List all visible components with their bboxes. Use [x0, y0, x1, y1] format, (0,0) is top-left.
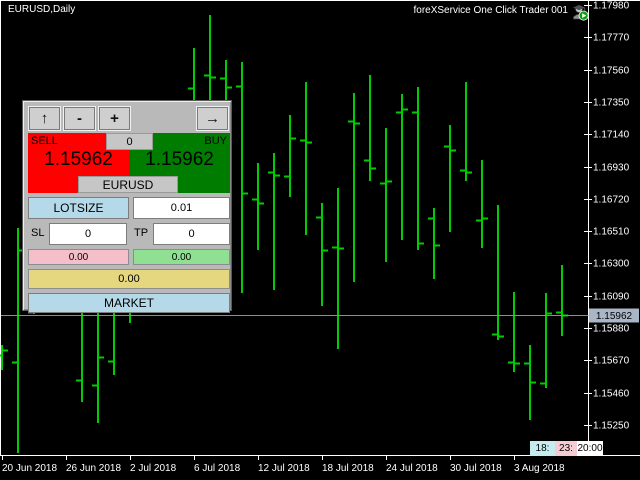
ohlc-bar — [396, 94, 408, 240]
current-price-tag — [589, 308, 639, 323]
panel-next-button[interactable]: → — [197, 107, 228, 130]
ohlc-bar — [428, 208, 440, 279]
one-click-trader-panel: ↑ - + → SELL 1.15962 BUY 1.15962 0 EURUS… — [22, 100, 232, 313]
ohlc-bar — [524, 345, 536, 420]
sell-label: SELL — [31, 135, 58, 147]
x-axis-label: 6 Jul 2018 — [194, 463, 241, 474]
panel-minus-button[interactable]: - — [64, 107, 95, 130]
plus-icon: + — [110, 110, 119, 127]
tp-label: TP — [134, 227, 149, 239]
ohlc-bar — [316, 203, 328, 306]
ohlc-bar — [460, 82, 472, 181]
sl-label: SL — [31, 227, 45, 239]
ohlc-bar — [348, 93, 360, 282]
right-arrow-icon: → — [205, 110, 220, 127]
ohlc-bar — [364, 75, 376, 181]
ohlc-bar — [444, 125, 456, 232]
y-axis-label: 1.15250 — [593, 421, 630, 432]
x-axis-label: 12 Jul 2018 — [258, 463, 310, 474]
panel-plus-button[interactable]: + — [99, 107, 130, 130]
x-axis-label: 26 Jun 2018 — [66, 463, 121, 474]
chart-symbol-period: EURUSD,Daily — [8, 4, 76, 15]
panel-symbol: EURUSD — [78, 176, 178, 193]
up-arrow-icon: ↑ — [40, 110, 49, 127]
ohlc-bar — [492, 205, 504, 340]
y-axis-label: 1.17140 — [593, 130, 630, 141]
y-axis-label: 1.15880 — [593, 324, 630, 335]
x-axis-label: 24 Jul 2018 — [386, 463, 438, 474]
buy-profit-value: 0.00 — [133, 249, 230, 265]
x-axis-label: 3 Aug 2018 — [514, 463, 565, 474]
ohlc-bar — [284, 115, 296, 197]
ohlc-bar — [0, 345, 8, 370]
y-axis-label: 1.16720 — [593, 195, 630, 206]
sl-input[interactable]: 0 — [49, 223, 127, 245]
ohlc-bar — [236, 62, 248, 293]
panel-up-button[interactable]: ↑ — [29, 107, 60, 130]
buy-label: BUY — [204, 135, 227, 147]
ohlc-bar — [268, 153, 280, 290]
y-axis-label: 1.15460 — [593, 389, 630, 400]
x-axis-label: 2 Jul 2018 — [130, 463, 177, 474]
y-axis-label: 1.17980 — [593, 1, 630, 12]
x-axis-label: 18 Jul 2018 — [322, 463, 374, 474]
spread-value: 0 — [106, 133, 153, 150]
ea-title: foreXService One Click Trader 001 — [413, 5, 568, 16]
clock-box-2: 23: — [555, 441, 577, 456]
sell-price: 1.15962 — [44, 149, 113, 170]
y-axis-label: 1.16930 — [593, 163, 630, 174]
ohlc-bar — [252, 163, 264, 250]
ohlc-bar — [412, 87, 424, 250]
sell-profit-value: 0.00 — [28, 249, 129, 265]
total-profit-value: 0.00 — [28, 269, 230, 289]
current-price-tag-label: 1.15962 — [596, 311, 633, 322]
ohlc-bar — [332, 188, 344, 349]
clock-box-1: 18: — [530, 441, 555, 456]
ohlc-bar — [300, 82, 312, 235]
ohlc-bar — [540, 293, 552, 388]
lotsize-button[interactable]: LOTSIZE — [28, 197, 129, 219]
y-axis-label: 1.16510 — [593, 227, 630, 238]
x-axis-label: 30 Jul 2018 — [450, 463, 502, 474]
buy-price: 1.15962 — [145, 149, 214, 170]
market-button[interactable]: MARKET — [28, 293, 230, 313]
y-axis-label: 1.16090 — [593, 292, 630, 303]
clock-box-3: 20:00 — [577, 441, 603, 456]
ea-smiley-icon — [573, 5, 589, 21]
y-axis-label: 1.17350 — [593, 98, 630, 109]
y-axis-label: 1.17560 — [593, 66, 630, 77]
y-axis-label: 1.16300 — [593, 259, 630, 270]
ohlc-bar — [476, 160, 488, 248]
y-axis-label: 1.15670 — [593, 356, 630, 367]
ohlc-bar — [556, 265, 568, 336]
minus-icon: - — [77, 110, 82, 127]
lot-value-input[interactable]: 0.01 — [133, 197, 230, 219]
ohlc-bar — [508, 292, 520, 372]
tp-input[interactable]: 0 — [153, 223, 230, 245]
x-axis-label: 20 Jun 2018 — [2, 463, 57, 474]
y-axis-label: 1.17770 — [593, 33, 630, 44]
ohlc-bar — [380, 128, 392, 262]
